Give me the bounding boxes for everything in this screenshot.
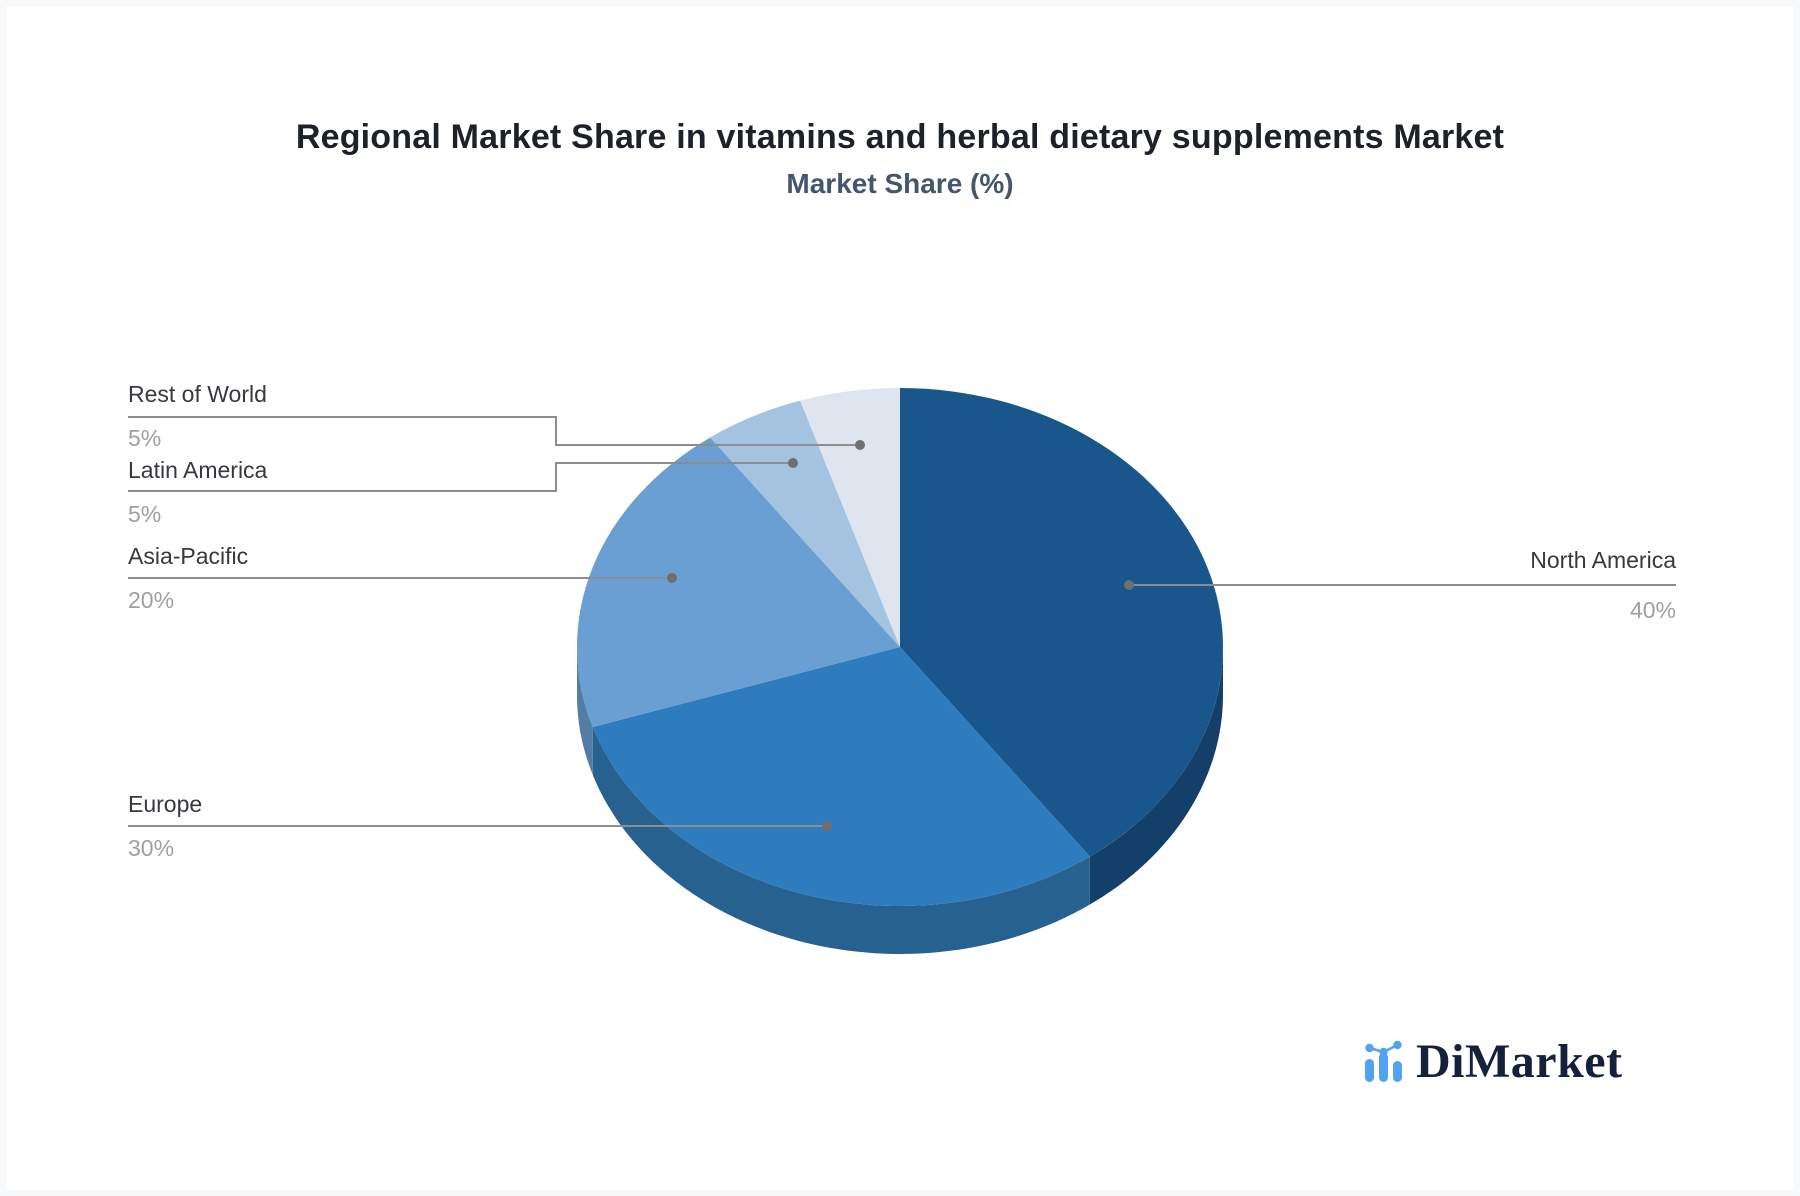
leader-line-latin-america: [128, 462, 793, 492]
callout-dot-rest-of-world: [855, 440, 865, 450]
callout-label: Asia-Pacific: [128, 543, 249, 569]
pie-slice-rest-of-world: [800, 388, 900, 647]
callout-value: 40%: [1629, 597, 1676, 623]
callout-latin-america: Latin America 5%: [128, 456, 267, 528]
leader-lines: [128, 416, 1676, 827]
callout-value: 30%: [128, 835, 175, 861]
pie-slice-asia-pacific: [577, 437, 900, 728]
bar-chart-logo-icon: [1365, 1040, 1402, 1082]
callout-label: Europe: [128, 791, 203, 817]
pie-3d-sides: [577, 647, 1223, 954]
brand-logo: DiMarket: [1362, 1038, 1623, 1086]
callout-value: 20%: [128, 587, 175, 613]
callout-label: Rest of World: [128, 381, 267, 407]
leader-dots: [667, 440, 1134, 831]
callout-dot-north-america: [1124, 580, 1134, 590]
pie-side-europe: [592, 727, 1090, 954]
callout-europe: Europe 30%: [128, 790, 202, 862]
pie-side-asia-pacific: [577, 647, 593, 776]
callout-dot-latin-america: [788, 458, 798, 468]
pie-slices: [577, 388, 1223, 907]
callout-value: 5%: [128, 425, 162, 451]
callout-label: North America: [1530, 547, 1676, 573]
chart-title: Regional Market Share in vitamins and he…: [295, 118, 1505, 156]
chart-subtitle: Market Share (%): [786, 168, 1014, 199]
pie-slice-north-america: [900, 388, 1223, 857]
pie-slice-europe: [592, 647, 1090, 907]
callout-value: 5%: [128, 501, 162, 527]
pie-side-north-america: [1089, 647, 1223, 905]
callout-rest-of-world: Rest of World 5%: [128, 380, 267, 452]
callout-dot-europe: [822, 821, 832, 831]
callout-asia-pacific: Asia-Pacific 20%: [128, 542, 248, 614]
callout-dot-asia-pacific: [667, 573, 677, 583]
callout-north-america: North America 40%: [1530, 546, 1676, 624]
callout-label: Latin America: [128, 457, 268, 483]
leader-line-rest-of-world: [128, 416, 860, 446]
brand-logo-text: DiMarket: [1416, 1035, 1623, 1088]
